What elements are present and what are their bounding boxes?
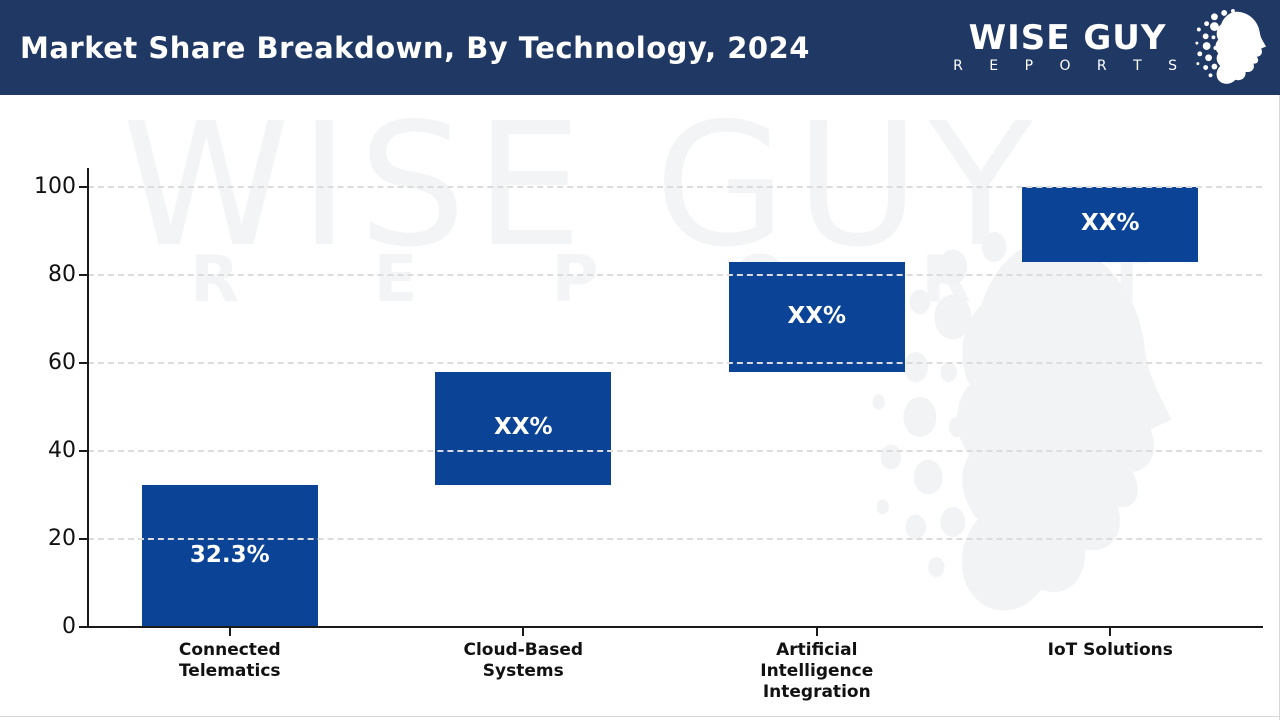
y-tick-label: 60 (48, 350, 76, 375)
x-category-label: Cloud-Based Systems (463, 640, 584, 681)
bar-3: XX% (728, 261, 905, 372)
chart-area: WISE GUY R E P O R T S 02040608010032.3%… (0, 87, 1280, 720)
brand-logo-text: WISE GUY R E P O R T S (947, 21, 1188, 74)
brand-logo: WISE GUY R E P O R T S (947, 0, 1270, 95)
bar-value-label: XX% (493, 414, 553, 441)
x-category-label: Connected Telematics (178, 640, 281, 681)
x-tick-mark (1109, 628, 1112, 636)
bar-1: 32.3% (141, 484, 318, 627)
x-axis-line (87, 626, 1263, 628)
gridline (88, 450, 1262, 452)
gridline (88, 362, 1262, 364)
x-tick-mark (228, 628, 231, 636)
x-category-label: IoT Solutions (1047, 640, 1173, 660)
y-tick-mark (79, 274, 87, 276)
gridline (88, 186, 1262, 188)
y-tick-label: 0 (62, 614, 76, 639)
bottom-edge-line (0, 716, 1280, 717)
x-tick-mark (815, 628, 818, 636)
y-tick-label: 100 (34, 174, 76, 199)
bar-2: XX% (435, 371, 612, 485)
y-tick-mark (79, 450, 87, 452)
x-tick-mark (522, 628, 525, 636)
header-bar: Market Share Breakdown, By Technology, 2… (0, 0, 1280, 95)
y-tick-mark (79, 538, 87, 540)
x-category-label: Artificial Intelligence Integration (760, 640, 874, 702)
bar-value-label: XX% (787, 302, 846, 329)
y-tick-label: 20 (48, 526, 76, 551)
y-tick-label: 80 (48, 262, 76, 287)
brand-subtitle: R E P O R T S (953, 58, 1188, 74)
chart-title: Market Share Breakdown, By Technology, 2… (20, 30, 810, 65)
bar-value-label: 32.3% (189, 541, 270, 568)
gridline (88, 274, 1262, 276)
y-axis-line (87, 168, 89, 628)
y-tick-mark (79, 362, 87, 364)
y-tick-label: 40 (48, 438, 76, 463)
brand-name: WISE GUY (968, 18, 1167, 58)
gridline (88, 538, 1262, 540)
bar-4: XX% (1022, 187, 1199, 262)
y-tick-mark (79, 186, 87, 188)
bar-value-label: XX% (1080, 210, 1140, 237)
y-tick-mark (79, 626, 87, 628)
